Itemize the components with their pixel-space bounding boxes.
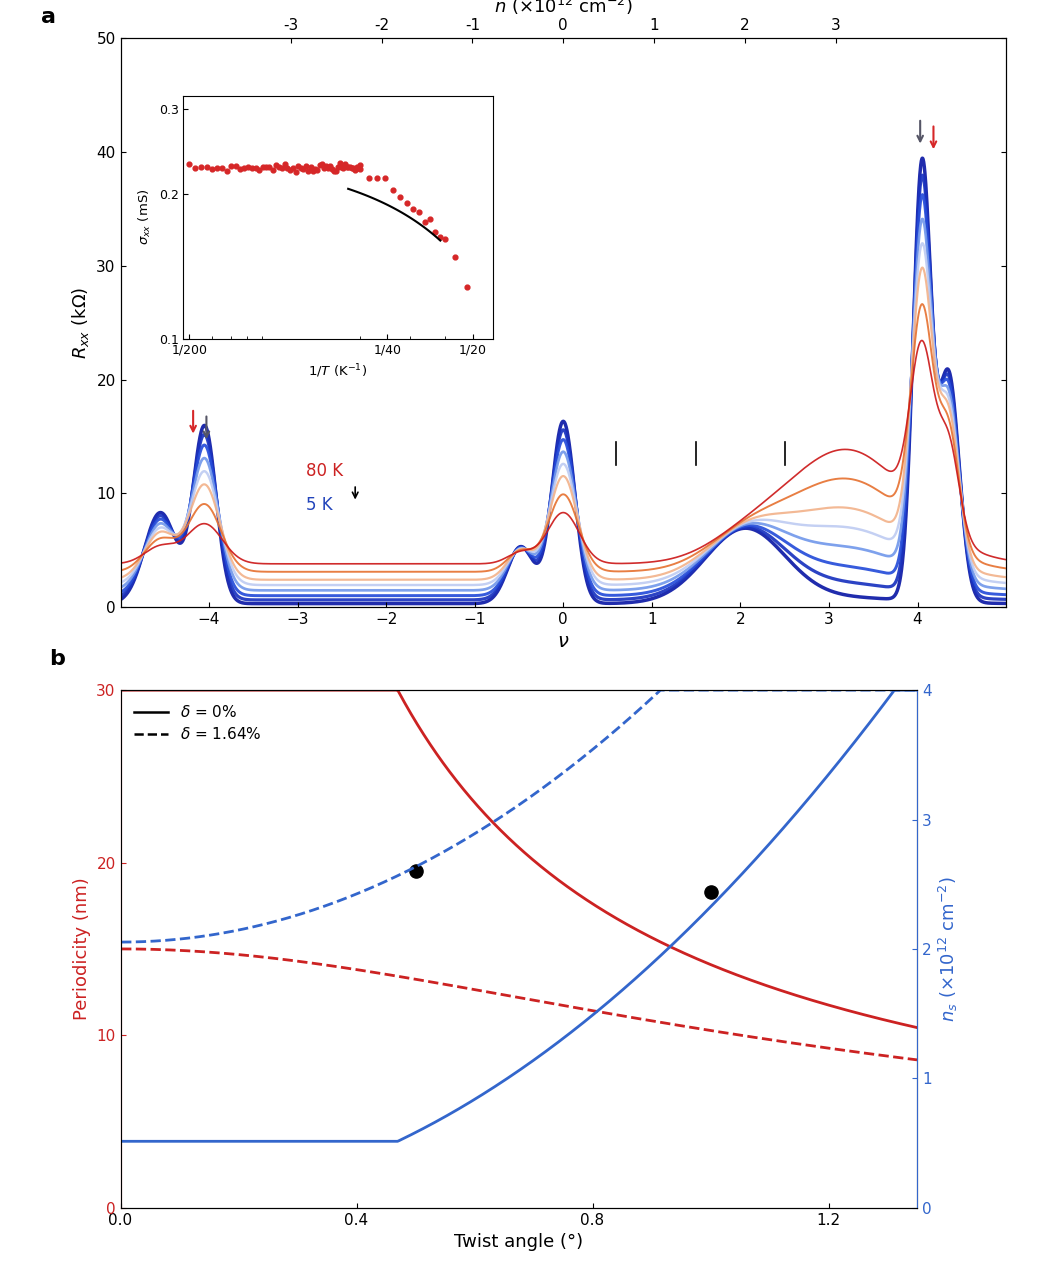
Point bbox=[377, 167, 394, 188]
Point bbox=[350, 157, 367, 178]
Point bbox=[320, 157, 336, 178]
Text: 80 K: 80 K bbox=[306, 463, 344, 481]
Point bbox=[322, 156, 339, 176]
Point bbox=[416, 212, 433, 233]
Point bbox=[411, 202, 428, 222]
Point bbox=[232, 158, 248, 179]
X-axis label: $n$ (×10$^{12}$ cm$^{-2}$): $n$ (×10$^{12}$ cm$^{-2}$) bbox=[494, 0, 633, 17]
X-axis label: $\nu$: $\nu$ bbox=[558, 633, 569, 652]
Point bbox=[447, 247, 464, 267]
Point bbox=[258, 157, 275, 178]
Point bbox=[361, 167, 377, 188]
Point bbox=[287, 161, 304, 181]
Point bbox=[369, 167, 386, 188]
Point bbox=[240, 156, 257, 176]
Point bbox=[218, 161, 235, 181]
Text: b: b bbox=[49, 649, 65, 670]
Text: a: a bbox=[41, 6, 56, 27]
Point bbox=[193, 157, 210, 178]
Point bbox=[198, 157, 215, 178]
Point bbox=[334, 158, 351, 179]
Point bbox=[315, 158, 332, 179]
Point bbox=[247, 157, 264, 178]
Point bbox=[329, 157, 346, 178]
Point bbox=[427, 221, 443, 242]
Point bbox=[285, 158, 302, 179]
Point bbox=[305, 161, 322, 181]
Point bbox=[307, 158, 324, 179]
Point bbox=[702, 882, 719, 902]
Point bbox=[214, 157, 231, 178]
Point bbox=[339, 157, 355, 178]
Point bbox=[324, 158, 341, 179]
Point bbox=[348, 156, 365, 176]
Point bbox=[326, 161, 343, 181]
Point bbox=[203, 158, 220, 179]
Point bbox=[298, 156, 314, 176]
Point bbox=[351, 158, 368, 179]
Point bbox=[236, 157, 253, 178]
Point bbox=[279, 157, 296, 178]
Point bbox=[264, 160, 281, 180]
Point bbox=[243, 157, 260, 178]
Legend: $\delta$ = 0%, $\delta$ = 1.64%: $\delta$ = 0%, $\delta$ = 1.64% bbox=[128, 698, 267, 748]
Point bbox=[294, 158, 311, 179]
Y-axis label: $n_s$ (×10$^{12}$ cm$^{-2}$): $n_s$ (×10$^{12}$ cm$^{-2}$) bbox=[937, 875, 960, 1022]
Point bbox=[351, 155, 368, 175]
Point bbox=[313, 155, 330, 175]
Point bbox=[333, 157, 350, 178]
Point bbox=[345, 158, 362, 179]
Point bbox=[181, 155, 198, 175]
Point bbox=[309, 160, 326, 180]
Point bbox=[223, 156, 240, 176]
Point bbox=[290, 156, 307, 176]
Point bbox=[405, 198, 421, 219]
Point bbox=[342, 157, 358, 178]
Point bbox=[458, 277, 475, 298]
Point bbox=[270, 157, 287, 178]
Y-axis label: $R_{xx}$ (kΩ): $R_{xx}$ (kΩ) bbox=[70, 286, 91, 359]
Point bbox=[344, 157, 361, 178]
Point bbox=[227, 156, 244, 176]
Y-axis label: $\sigma_{xx}$ (mS): $\sigma_{xx}$ (mS) bbox=[137, 189, 153, 245]
X-axis label: $1/T$ (K$^{-1}$): $1/T$ (K$^{-1}$) bbox=[308, 362, 368, 380]
Point bbox=[331, 153, 348, 174]
Point bbox=[311, 155, 328, 175]
Text: 5 K: 5 K bbox=[306, 496, 333, 514]
Point bbox=[261, 157, 278, 178]
Point bbox=[188, 158, 204, 179]
Point bbox=[267, 155, 284, 175]
Point bbox=[392, 187, 409, 207]
Point bbox=[385, 179, 401, 199]
Point bbox=[407, 861, 423, 882]
Point bbox=[327, 161, 344, 181]
Point bbox=[398, 193, 415, 213]
Point bbox=[340, 157, 356, 178]
Point bbox=[274, 158, 290, 179]
Point bbox=[292, 158, 309, 179]
Point bbox=[347, 160, 364, 180]
Point bbox=[209, 157, 225, 178]
Point bbox=[437, 229, 454, 249]
Point bbox=[318, 156, 334, 176]
X-axis label: Twist angle (°): Twist angle (°) bbox=[454, 1233, 584, 1251]
Point bbox=[250, 160, 267, 180]
Point bbox=[300, 160, 316, 180]
Point bbox=[302, 156, 319, 176]
Point bbox=[336, 153, 353, 174]
Y-axis label: Periodicity (nm): Periodicity (nm) bbox=[72, 878, 91, 1020]
Point bbox=[277, 153, 293, 174]
Point bbox=[282, 160, 299, 180]
Point bbox=[432, 226, 449, 247]
Point bbox=[421, 208, 438, 229]
Point bbox=[255, 156, 271, 176]
